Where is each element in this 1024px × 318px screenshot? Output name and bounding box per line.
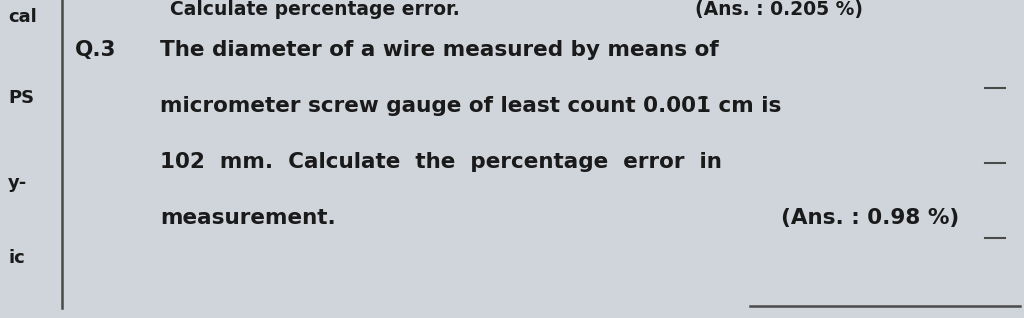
Text: (Ans. : 0.98 %): (Ans. : 0.98 %) bbox=[781, 208, 959, 228]
Text: y-: y- bbox=[8, 174, 28, 192]
Text: ic: ic bbox=[8, 249, 25, 267]
Text: measurement.: measurement. bbox=[160, 208, 336, 228]
Text: 102  mm.  Calculate  the  percentage  error  in: 102 mm. Calculate the percentage error i… bbox=[160, 152, 722, 172]
Text: Q.3: Q.3 bbox=[75, 40, 117, 60]
Text: (Ans. : 0.205 %): (Ans. : 0.205 %) bbox=[695, 0, 863, 19]
Text: cal: cal bbox=[8, 8, 37, 26]
Text: The diameter of a wire measured by means of: The diameter of a wire measured by means… bbox=[160, 40, 719, 60]
Text: Calculate percentage error.: Calculate percentage error. bbox=[170, 0, 460, 19]
Text: PS: PS bbox=[8, 89, 34, 107]
Text: micrometer screw gauge of least count 0.001̇ cm is: micrometer screw gauge of least count 0.… bbox=[160, 96, 781, 116]
